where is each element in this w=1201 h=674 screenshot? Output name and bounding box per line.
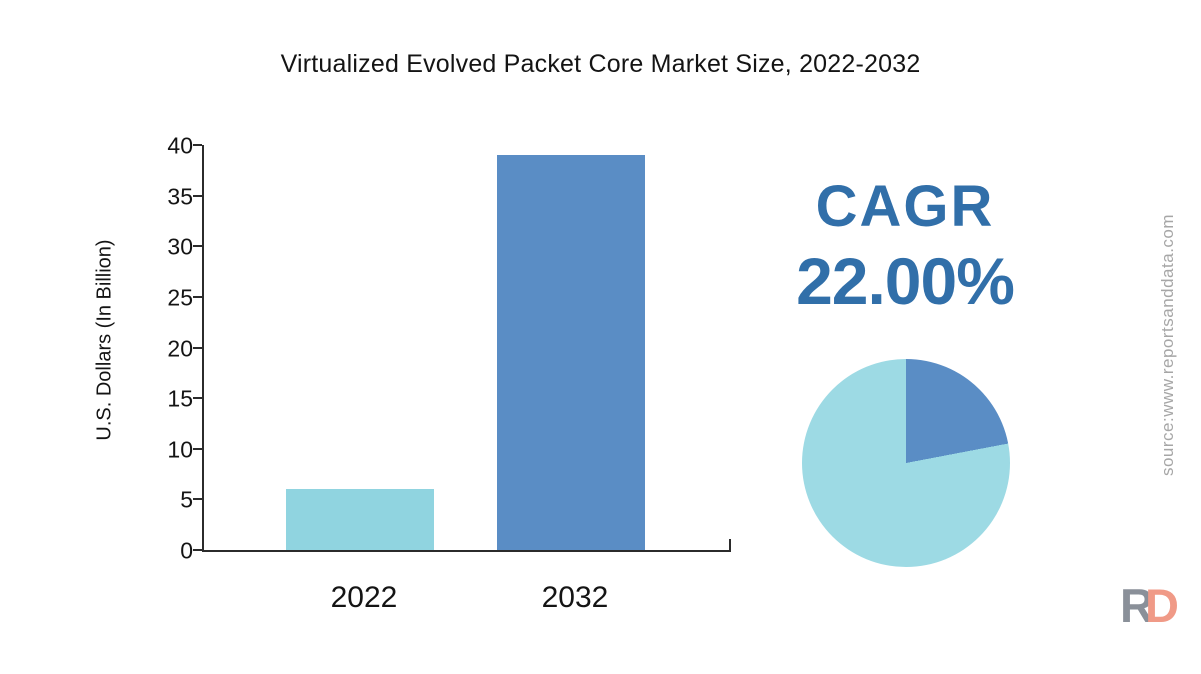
y-tick-mark-25 xyxy=(193,295,202,298)
y-tick-label-10: 10 xyxy=(167,436,193,463)
y-tick-mark-35 xyxy=(193,194,202,197)
y-tick-label-20: 20 xyxy=(167,335,193,361)
y-tick-mark-40 xyxy=(193,144,202,146)
y-tick-mark-0 xyxy=(193,549,202,551)
y-tick-mark-20 xyxy=(193,346,202,349)
bar-2022 xyxy=(286,489,434,550)
logo-letter-r: R xyxy=(1120,579,1154,632)
y-tick-label-0: 0 xyxy=(180,537,193,564)
cagr-value: 22.00% xyxy=(796,244,1015,318)
x-tick-label-2022: 2022 xyxy=(330,581,398,614)
y-axis-spine xyxy=(202,145,204,552)
x-axis-right-stub xyxy=(729,539,731,552)
bar-2032 xyxy=(497,155,645,550)
y-tick-label-5: 5 xyxy=(180,486,193,513)
y-tick-mark-5 xyxy=(193,498,202,501)
y-tick-mark-10 xyxy=(193,447,202,450)
pie-chart xyxy=(802,359,1010,567)
brand-logo: RD xyxy=(1120,582,1179,629)
y-tick-label-15: 15 xyxy=(167,385,193,412)
y-tick-label-40: 40 xyxy=(167,132,193,159)
chart-title: Virtualized Evolved Packet Core Market S… xyxy=(280,50,921,78)
y-tick-label-25: 25 xyxy=(167,284,193,311)
x-axis-spine xyxy=(202,550,731,552)
y-tick-mark-30 xyxy=(193,245,202,248)
y-tick-label-35: 35 xyxy=(167,183,193,210)
cagr-label: CAGR xyxy=(815,174,995,239)
cagr-block: CAGR 22.00% xyxy=(765,174,1045,318)
y-tick-mark-15 xyxy=(193,397,202,400)
y-axis-label: U.S. Dollars (In Billion) xyxy=(93,239,116,441)
y-tick-label-30: 30 xyxy=(167,233,193,260)
source-watermark: source:www.reportsanddata.com xyxy=(1158,213,1177,477)
logo-letter-d: D xyxy=(1144,579,1179,632)
x-tick-label-2032: 2032 xyxy=(541,581,609,614)
